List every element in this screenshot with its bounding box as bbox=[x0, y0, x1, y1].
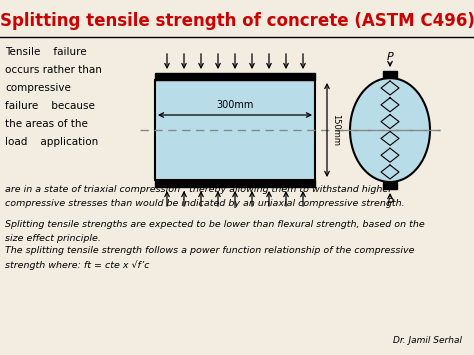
Text: 150mm: 150mm bbox=[331, 114, 340, 146]
Text: compressive stresses than would be indicated by an uniaxial compressive strength: compressive stresses than would be indic… bbox=[5, 199, 405, 208]
Text: The splitting tensile strength follows a power function relationship of the comp: The splitting tensile strength follows a… bbox=[5, 246, 414, 255]
Text: compressive: compressive bbox=[5, 83, 71, 93]
Text: load    application: load application bbox=[5, 137, 98, 147]
Text: Tensile    failure: Tensile failure bbox=[5, 47, 87, 57]
Text: Splitting tensile strengths are expected to be lower than flexural strength, bas: Splitting tensile strengths are expected… bbox=[5, 220, 425, 229]
Text: Splitting tensile strength of concrete (ASTM C496): Splitting tensile strength of concrete (… bbox=[0, 12, 474, 30]
Text: strength where: ft = cte x √f’c: strength where: ft = cte x √f’c bbox=[5, 260, 149, 270]
Text: are in a state of triaxial compression , thereby allowing them to withstand high: are in a state of triaxial compression ,… bbox=[5, 185, 392, 194]
Text: P: P bbox=[387, 52, 393, 62]
Ellipse shape bbox=[350, 78, 430, 182]
Bar bbox=[155, 73, 315, 80]
Text: 300mm: 300mm bbox=[216, 100, 254, 110]
Bar bbox=[155, 180, 315, 187]
Text: failure    because: failure because bbox=[5, 101, 95, 111]
Bar bbox=[155, 80, 315, 180]
Text: Dr. Jamil Serhal: Dr. Jamil Serhal bbox=[393, 336, 462, 345]
Bar bbox=[383, 71, 397, 78]
Bar bbox=[383, 182, 397, 189]
Text: the areas of the: the areas of the bbox=[5, 119, 88, 129]
Text: P: P bbox=[387, 198, 393, 208]
Text: occurs rather than: occurs rather than bbox=[5, 65, 102, 75]
Text: size effect principle.: size effect principle. bbox=[5, 234, 101, 243]
